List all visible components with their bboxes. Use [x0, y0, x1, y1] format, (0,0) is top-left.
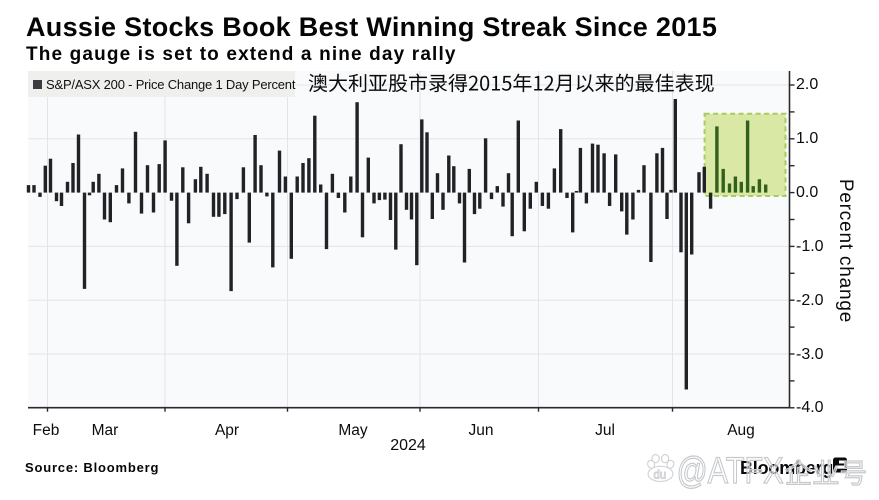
svg-text:du: du — [653, 470, 666, 482]
svg-text:@ATFX: @ATFX — [677, 450, 784, 491]
